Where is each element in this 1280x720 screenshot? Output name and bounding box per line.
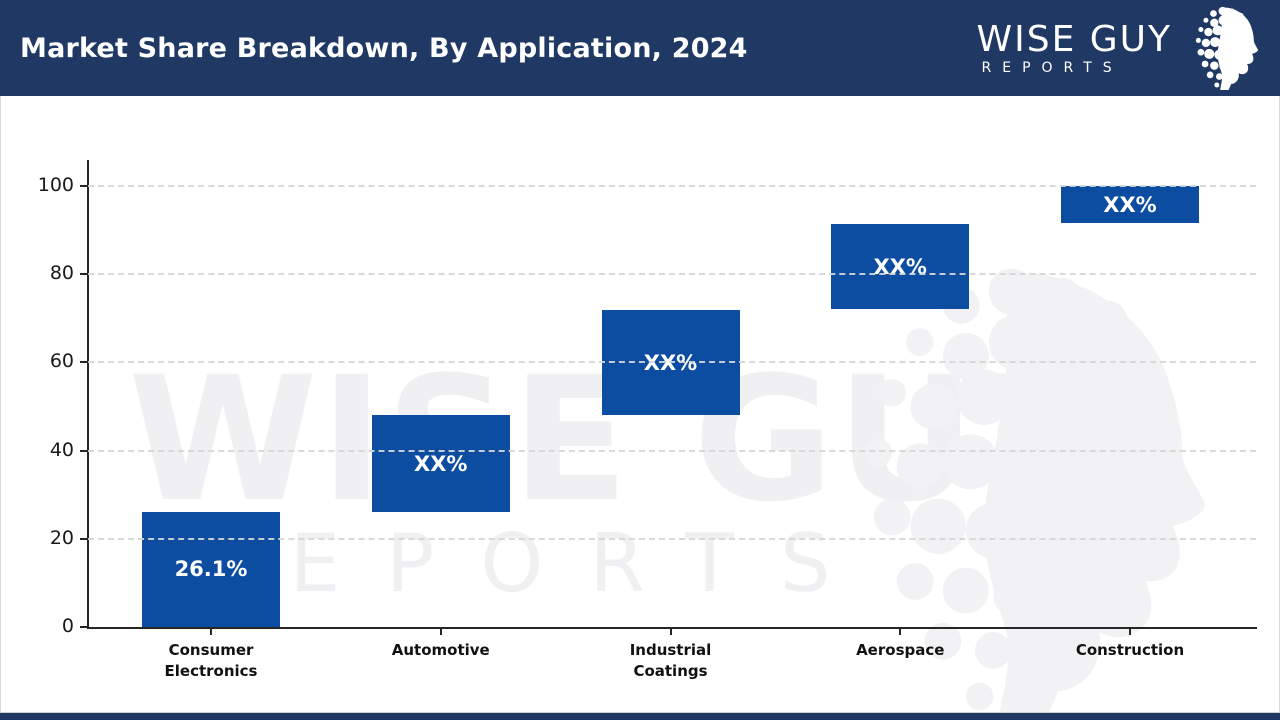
waterfall-bar: 26.1%: [142, 511, 280, 627]
gridline: [88, 273, 1256, 276]
logo-subtitle: REPORTS: [981, 59, 1123, 76]
x-axis: [87, 627, 1257, 629]
waterfall-bar: XX%: [831, 224, 970, 310]
y-tick-label: 100: [37, 174, 74, 196]
page-title: Market Share Breakdown, By Application, …: [20, 32, 748, 64]
y-tick: [80, 626, 87, 628]
x-tick-label: Consumer Electronics: [164, 641, 258, 680]
y-tick-label: 0: [61, 615, 74, 637]
header: Market Share Breakdown, By Application, …: [0, 0, 1280, 96]
x-tick-label: Industrial Coatings: [629, 641, 712, 680]
y-tick: [80, 273, 87, 276]
x-tick-label: Construction: [1075, 641, 1185, 659]
bar-value-label: XX%: [873, 254, 927, 279]
bar-value-label: 26.1%: [174, 557, 248, 582]
y-tick: [80, 361, 87, 364]
y-tick-label: 80: [49, 262, 74, 285]
y-tick: [80, 449, 87, 452]
x-tick-label: Automotive: [391, 641, 490, 659]
gridline: [88, 185, 1256, 187]
y-tick-label: 20: [49, 526, 74, 549]
watermark-subtext: REPORTS: [188, 517, 877, 610]
y-tick-label: 60: [49, 350, 74, 373]
waterfall-chart: WISE GUY REPORTS 0 20 40 60 80 100 26.1% Consum…: [0, 96, 1280, 713]
logo-wordmark: WISE GUY: [976, 18, 1172, 60]
x-tick-label: Aerospace: [856, 641, 945, 659]
footer-bar: [0, 712, 1280, 720]
x-tick: [1129, 629, 1131, 635]
gridline: [88, 537, 1256, 540]
gridline: [88, 361, 1256, 364]
x-tick: [899, 629, 902, 635]
bar-value-label: XX%: [414, 451, 468, 476]
x-tick: [439, 629, 442, 635]
x-tick: [210, 629, 212, 635]
logo-text: WISE GUY REPORTS: [976, 18, 1173, 76]
waterfall-bar: XX%: [371, 415, 510, 512]
bar-value-label: XX%: [1103, 192, 1157, 217]
waterfall-bar: XX%: [1061, 186, 1199, 224]
gridline: [88, 449, 1256, 452]
y-axis: [87, 160, 89, 629]
x-tick: [669, 629, 672, 635]
wiseguy-logo: WISE GUY REPORTS: [977, 6, 1259, 90]
y-tick-label: 40: [49, 438, 74, 461]
y-tick: [80, 185, 87, 187]
logo-face-icon: [1174, 6, 1258, 90]
y-tick: [80, 537, 87, 540]
